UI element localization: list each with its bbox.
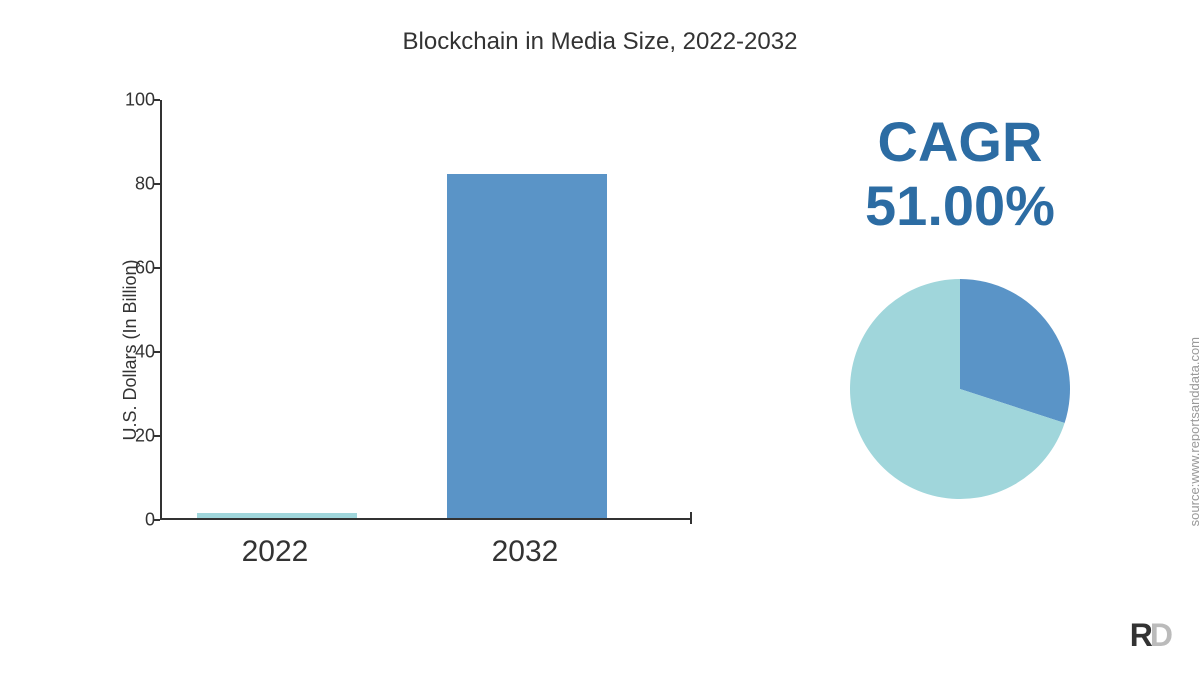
- chart-title: Blockchain in Media Size, 2022-2032: [0, 0, 1200, 56]
- bar-chart: U.S. Dollars (In Billion) 0 20 40 60 80 …: [60, 90, 720, 610]
- y-tick-label: 0: [120, 510, 155, 531]
- y-tick-label: 60: [120, 258, 155, 279]
- pie-svg: [850, 279, 1070, 499]
- x-axis-label: 2022: [195, 535, 355, 569]
- bar-2022: [197, 513, 357, 518]
- cagr-label: CAGR: [770, 110, 1150, 174]
- cagr-panel: CAGR 51.00%: [770, 110, 1150, 499]
- logo-d: D: [1150, 617, 1170, 653]
- y-tick-label: 100: [120, 90, 155, 111]
- cagr-value: 51.00%: [770, 174, 1150, 238]
- y-tick-label: 40: [120, 342, 155, 363]
- source-attribution: source:www.reportsanddata.com: [1187, 337, 1200, 526]
- x-axis-label: 2032: [445, 535, 605, 569]
- plot-area: [160, 100, 690, 520]
- axis-tick-right: [690, 512, 692, 524]
- logo-r: R: [1130, 617, 1150, 653]
- y-tick-label: 20: [120, 426, 155, 447]
- bar-2032: [447, 174, 607, 518]
- content-area: U.S. Dollars (In Billion) 0 20 40 60 80 …: [0, 90, 1200, 650]
- logo: RD: [1130, 617, 1170, 654]
- pie-chart: [770, 279, 1150, 499]
- y-tick-label: 80: [120, 174, 155, 195]
